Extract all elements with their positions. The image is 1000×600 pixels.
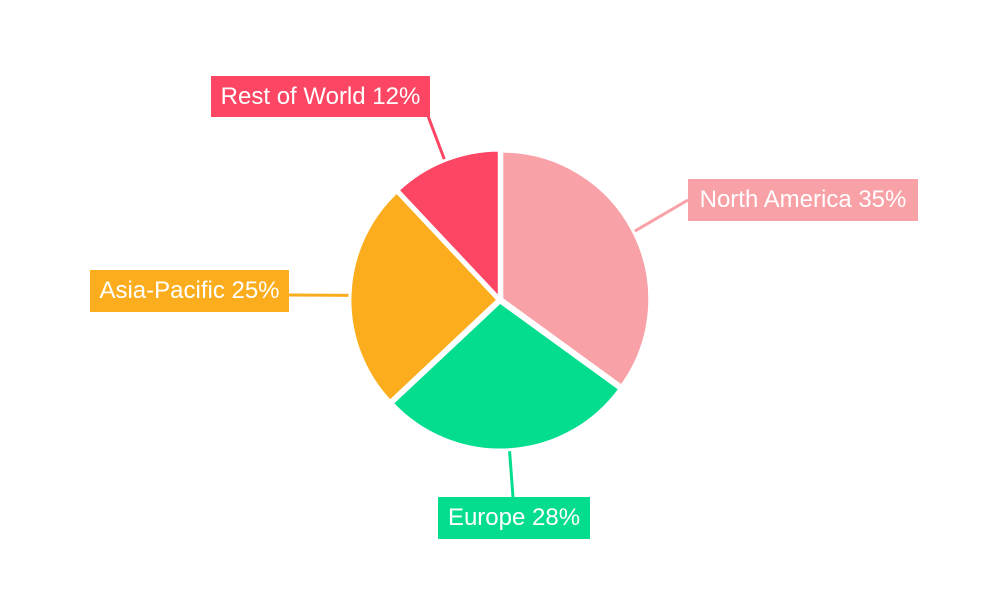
pie-slice-europe — [390, 300, 622, 452]
callout-label-europe: Europe 28% — [447, 504, 581, 531]
callout-label-rest-of-world: Rest of World 12% — [220, 82, 421, 110]
pie-slice-rest-of-world — [396, 148, 501, 300]
callout-north-america: North America 35% — [688, 179, 918, 221]
callout-asia-pacific: Asia-Pacific 25% — [90, 270, 289, 312]
callout-label-asia-pacific: Asia-Pacific 25% — [99, 277, 280, 304]
pie-slice-north-america — [500, 149, 652, 388]
callout-europe: Europe 28% — [438, 497, 590, 539]
callout-label-north-america: North America 35% — [699, 186, 907, 213]
callout-line-rest-of-world — [426, 115, 447, 163]
callout-line-europe — [507, 447, 515, 498]
callout-line-north-america — [631, 198, 689, 235]
pie-slice-asia-pacific — [348, 190, 500, 403]
callout-rest-of-world: Rest of World 12% — [211, 76, 430, 117]
